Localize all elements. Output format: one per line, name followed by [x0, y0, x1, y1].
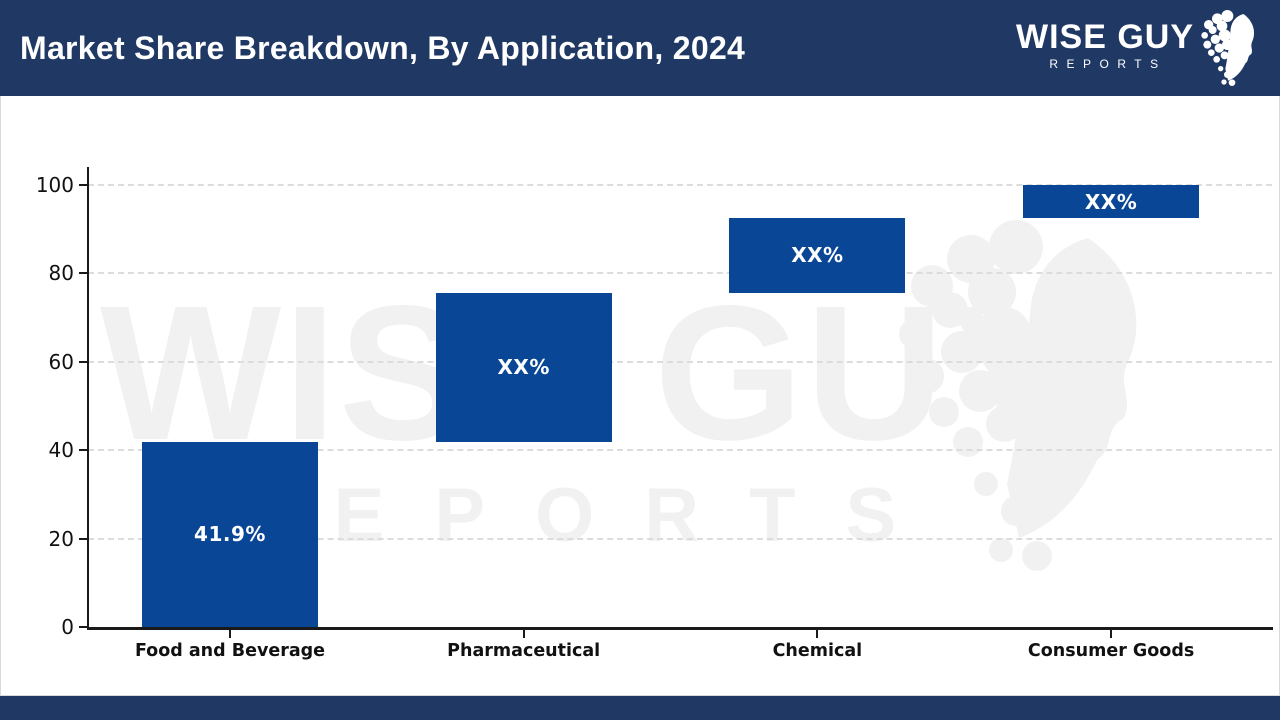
x-tick-label-chemical: Chemical — [772, 641, 863, 661]
y-tick-label-0: 0 — [61, 615, 74, 639]
bar-pharmaceutical: XX% — [435, 292, 612, 442]
gridline-y-20 — [88, 537, 1272, 540]
bar-consumer-goods: XX% — [1023, 185, 1200, 219]
x-tick-label-consumer-goods: Consumer Goods — [1027, 641, 1195, 661]
y-tick-mark — [79, 449, 87, 452]
y-tick-mark — [79, 360, 87, 363]
brand-logo-text: WISE GUY REPORTS — [1016, 20, 1194, 71]
x-tick-mark — [1110, 630, 1113, 638]
gridline-y-80 — [88, 272, 1272, 275]
footer-bar — [0, 696, 1280, 720]
y-tick-mark — [79, 272, 87, 275]
x-tick-mark — [522, 630, 525, 638]
x-tick-mark — [816, 630, 819, 638]
bar-value-label: XX% — [791, 243, 844, 268]
y-tick-label-80: 80 — [48, 261, 74, 286]
y-tick-label-40: 40 — [48, 438, 74, 463]
x-tick-label-food-and-beverage: Food and Beverage — [134, 641, 326, 661]
gridline-y-100 — [88, 184, 1272, 186]
dotted-head-icon — [1201, 10, 1255, 86]
brand-name: WISE GUY — [1016, 18, 1195, 56]
bar-chemical: XX% — [729, 218, 906, 293]
y-tick-label-20: 20 — [48, 526, 74, 551]
x-tick-mark — [229, 630, 231, 638]
brand-logo: WISE GUY REPORTS — [1016, 10, 1266, 86]
gridline-y-60 — [88, 360, 1272, 363]
y-tick-label-100: 100 — [35, 173, 74, 197]
y-tick-label-60: 60 — [48, 349, 74, 374]
header-bar: Market Share Breakdown, By Application, … — [0, 0, 1280, 96]
bar-food-and-beverage: 41.9% — [142, 441, 318, 627]
x-axis-line — [87, 627, 1273, 630]
y-tick-mark — [79, 626, 87, 628]
y-axis-line — [87, 167, 89, 628]
bar-value-label: XX% — [1084, 189, 1138, 214]
page-title: Market Share Breakdown, By Application, … — [20, 29, 746, 66]
y-tick-mark — [79, 537, 87, 540]
y-tick-mark — [79, 184, 87, 186]
gridline-y-40 — [88, 449, 1272, 452]
x-tick-label-pharmaceutical: Pharmaceutical — [447, 641, 601, 661]
bar-value-label: 41.9% — [194, 522, 266, 547]
bar-value-label: XX% — [497, 355, 550, 380]
brand-subname: REPORTS — [1049, 57, 1167, 71]
